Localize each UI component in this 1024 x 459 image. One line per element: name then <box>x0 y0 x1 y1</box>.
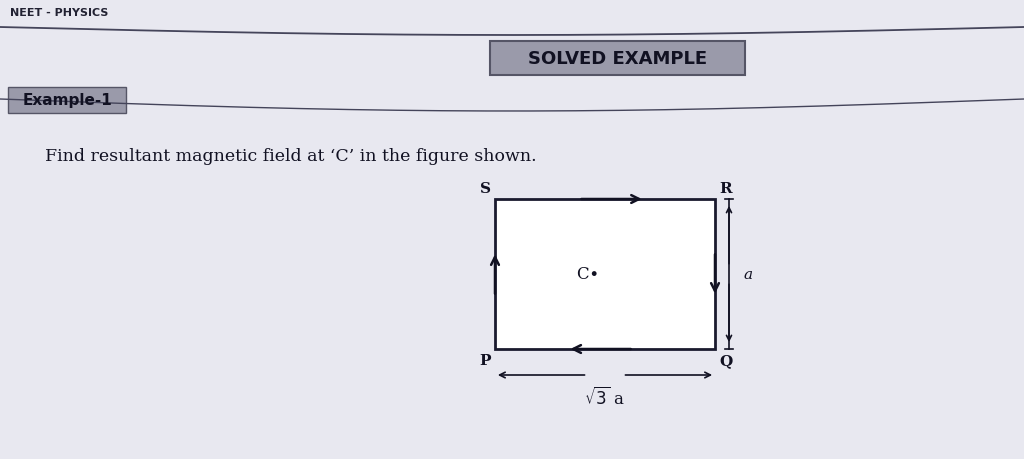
Text: Find resultant magnetic field at ‘C’ in the figure shown.: Find resultant magnetic field at ‘C’ in … <box>45 148 537 165</box>
Text: P: P <box>479 353 490 367</box>
Text: Example-1: Example-1 <box>23 93 112 108</box>
FancyBboxPatch shape <box>490 42 745 76</box>
Text: $\sqrt{3}$ a: $\sqrt{3}$ a <box>585 386 626 408</box>
Text: R: R <box>719 182 731 196</box>
FancyBboxPatch shape <box>8 88 126 114</box>
Bar <box>495 200 715 349</box>
Text: Q: Q <box>719 353 732 367</box>
Text: NEET - PHYSICS: NEET - PHYSICS <box>10 8 109 18</box>
Text: C$\bullet$: C$\bullet$ <box>577 266 599 283</box>
Text: S: S <box>480 182 490 196</box>
Text: a: a <box>743 268 752 281</box>
Text: SOLVED EXAMPLE: SOLVED EXAMPLE <box>528 50 707 68</box>
